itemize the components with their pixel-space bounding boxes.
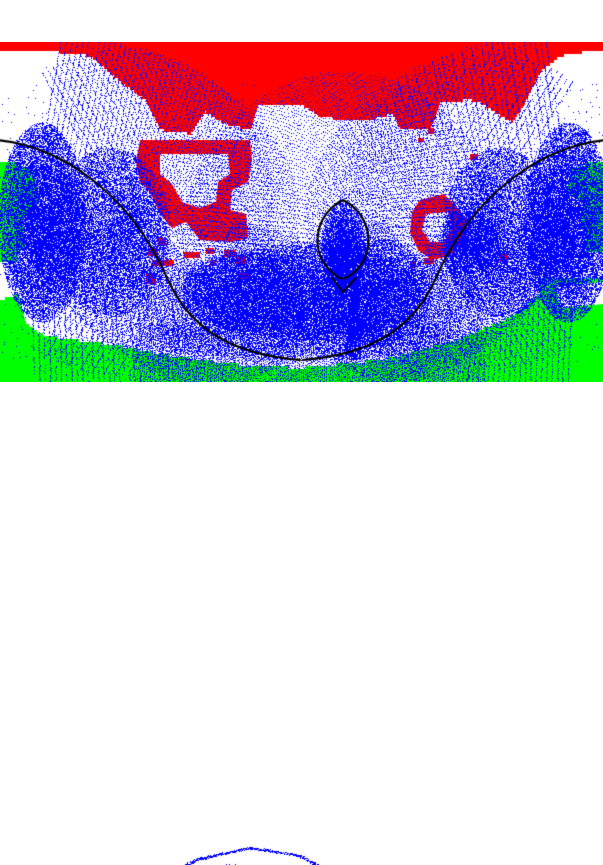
flat-projection-canvas	[0, 42, 603, 382]
panel-flat-projection	[0, 42, 603, 382]
sphere-projection-canvas	[0, 420, 603, 865]
panel-sphere-projection	[0, 420, 603, 865]
